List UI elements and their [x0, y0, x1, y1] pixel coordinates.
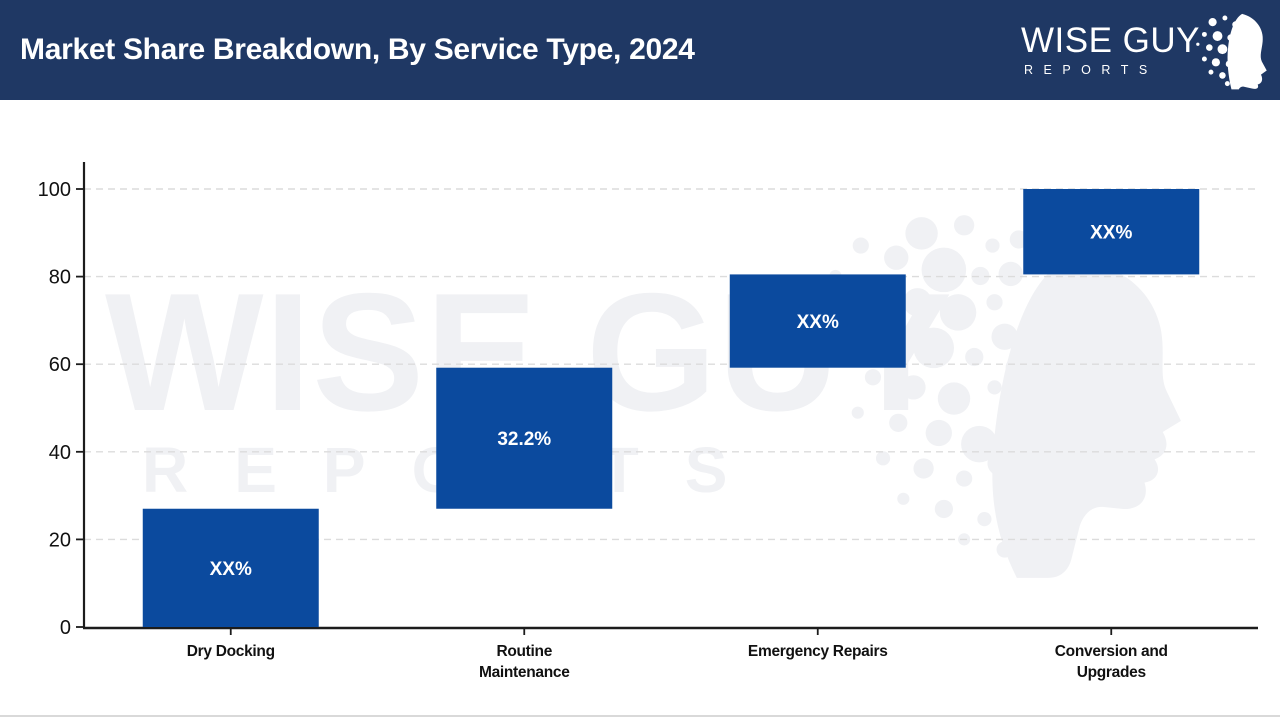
header-banner: Market Share Breakdown, By Service Type,…: [0, 0, 1280, 100]
bar-value-label: 32.2%: [497, 429, 551, 450]
brand-logo-name: WISE GUY: [1020, 21, 1200, 61]
brand-head-dots-icon: [1196, 13, 1267, 90]
x-tick-label: Maintenance: [479, 664, 570, 681]
bar-value-label: XX%: [210, 559, 252, 580]
y-tick-label: 80: [49, 267, 71, 289]
bar-dry-docking: [142, 508, 319, 627]
brand-logo-subtitle: REPORTS: [1023, 62, 1158, 77]
y-tick-label: 0: [60, 617, 71, 639]
page-title: Market Share Breakdown, By Service Type,…: [20, 33, 695, 66]
bar-routine-maintenance: [436, 367, 613, 509]
y-tick-label: 20: [49, 529, 71, 551]
footer-divider: [0, 715, 1280, 717]
y-tick-label: 60: [49, 354, 71, 376]
y-tick-label: 40: [49, 442, 71, 464]
bar-value-label: XX%: [1090, 223, 1132, 244]
x-tick-label: Routine: [496, 643, 552, 660]
y-tick-label: 100: [38, 179, 71, 201]
bar-emergency-repairs: [729, 274, 906, 368]
x-tick-label: Dry Docking: [187, 643, 275, 660]
bar-value-label: XX%: [797, 312, 839, 333]
watermark-head-dots-icon: [827, 215, 1181, 578]
x-tick-label: Conversion and: [1055, 643, 1168, 660]
bar-conversion-and-upgrades: [1023, 189, 1200, 275]
brand-logo: WISE GUY REPORTS: [1021, 8, 1270, 92]
x-tick-label: Upgrades: [1077, 664, 1146, 681]
x-tick-label: Emergency Repairs: [748, 643, 888, 660]
watermark-text-reports: REPORTS: [142, 438, 773, 502]
